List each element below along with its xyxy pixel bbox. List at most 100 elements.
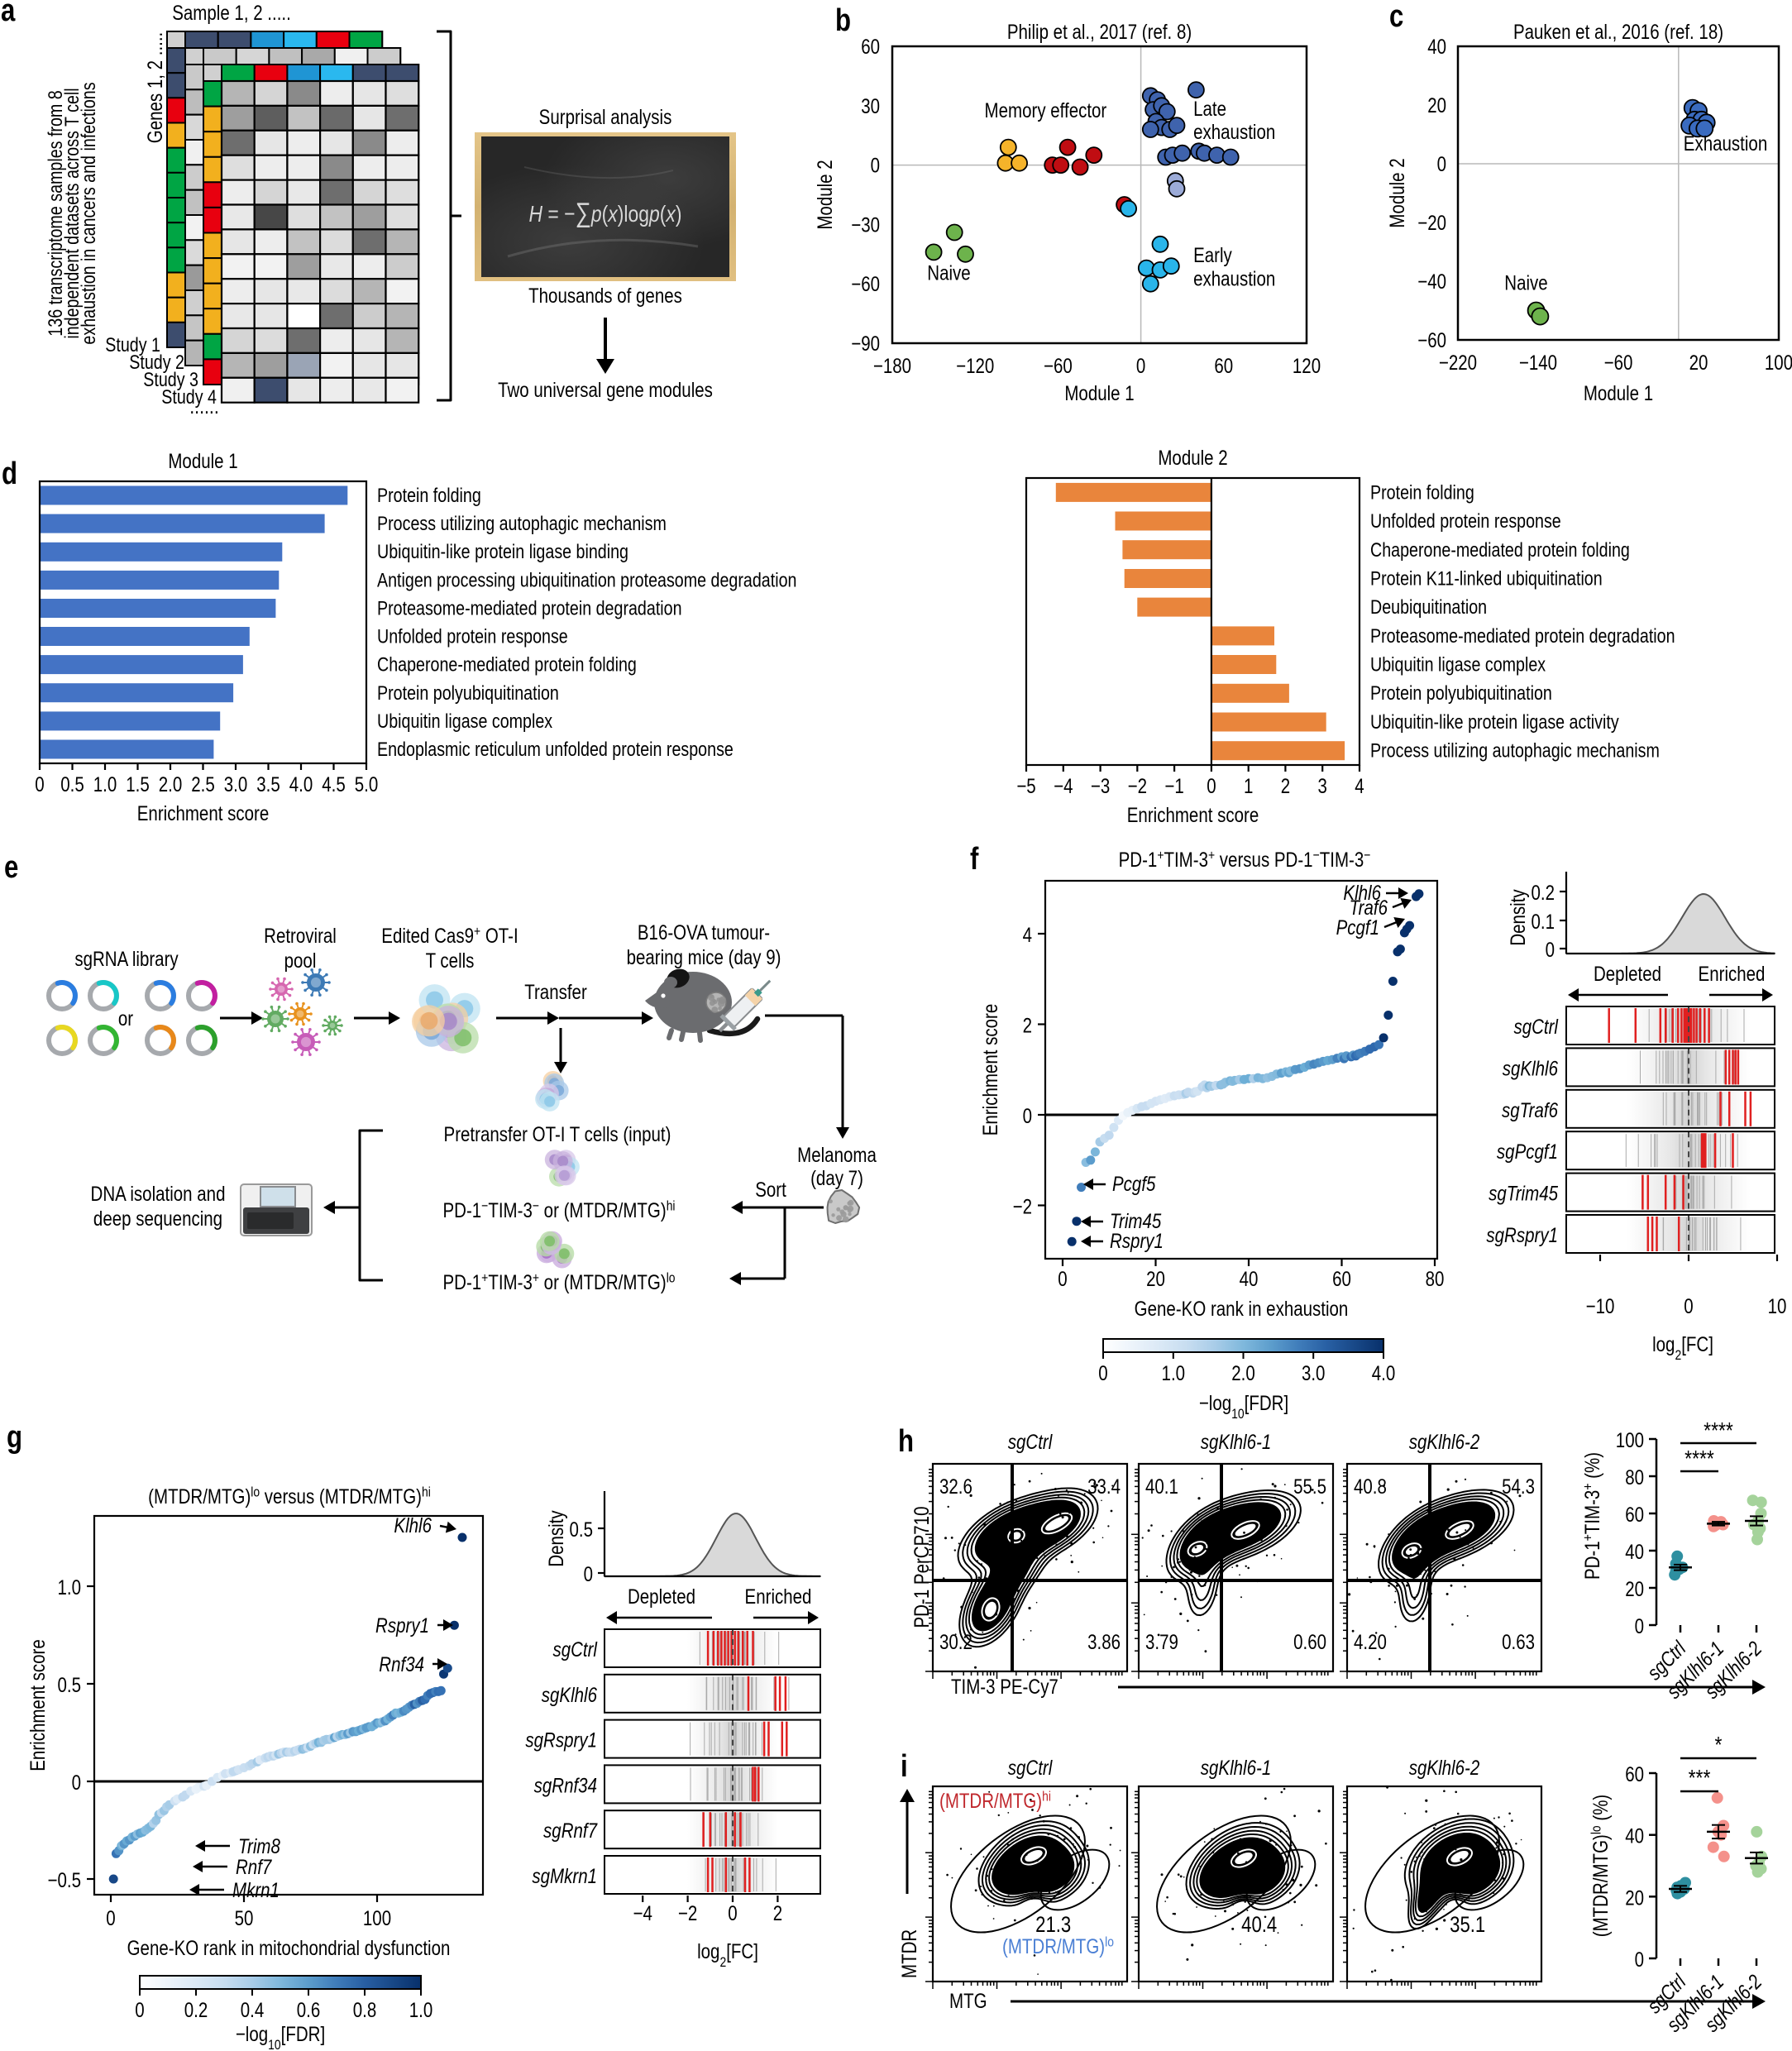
svg-text:20: 20 [1689,351,1708,374]
svg-text:****: **** [1684,1446,1714,1472]
svg-text:Study 1: Study 1 [105,333,160,356]
svg-text:0.4: 0.4 [241,1998,265,2021]
svg-text:−220: −220 [1439,351,1477,374]
svg-text:Study 3: Study 3 [143,368,198,390]
svg-text:30: 30 [861,94,880,117]
svg-text:0: 0 [728,1901,737,1924]
svg-text:−0.5: −0.5 [48,1868,81,1891]
svg-text:−40: −40 [1417,270,1446,293]
svg-text:pool: pool [284,949,317,972]
svg-text:−10: −10 [1586,1294,1615,1317]
svg-text:(day 7): (day 7) [810,1166,863,1189]
svg-text:sgKlhl6: sgKlhl6 [1503,1056,1558,1079]
svg-text:Ubiquitin-like protein ligase: Ubiquitin-like protein ligase activity [1370,710,1619,733]
svg-text:Memory effector: Memory effector [985,98,1107,122]
svg-text:−60: −60 [1417,328,1446,351]
svg-text:Late: Late [1193,97,1226,120]
svg-text:4.20: 4.20 [1354,1630,1387,1653]
svg-text:Enriched: Enriched [1699,962,1766,985]
svg-text:Edited Cas9+ OT-I: Edited Cas9+ OT-I [381,923,518,947]
svg-text:Proteasome-mediated protein de: Proteasome-mediated protein degradation [377,597,682,619]
svg-text:sgTrim45: sgTrim45 [1489,1182,1558,1205]
svg-text:3: 3 [1317,774,1326,797]
svg-text:0: 0 [135,1998,144,2021]
svg-text:3.0: 3.0 [224,772,247,796]
svg-text:1: 1 [1244,774,1253,797]
svg-text:Traf6: Traf6 [1350,896,1388,919]
svg-text:Unfolded protein response: Unfolded protein response [1370,509,1561,532]
svg-text:exhaustion: exhaustion [1193,120,1275,143]
svg-text:80: 80 [1625,1465,1644,1489]
svg-text:Trim45: Trim45 [1110,1209,1162,1232]
svg-text:Antigen processing ubiquitinat: Antigen processing ubiquitination protea… [377,569,796,591]
svg-text:PD-1 PerCP710: PD-1 PerCP710 [910,1507,933,1628]
svg-text:2: 2 [773,1901,782,1924]
svg-text:sgRnf34: sgRnf34 [534,1773,597,1796]
svg-text:0.2: 0.2 [1532,881,1555,904]
svg-text:f: f [970,842,979,877]
svg-text:−5: −5 [1016,774,1035,797]
svg-text:0: 0 [1635,1614,1644,1637]
svg-text:−1: −1 [1164,774,1183,797]
svg-text:0: 0 [1635,1948,1644,1971]
svg-text:0: 0 [35,772,44,796]
svg-text:0: 0 [106,1906,115,1929]
svg-text:Module 2: Module 2 [1158,446,1227,469]
svg-text:deep sequencing: deep sequencing [93,1207,222,1230]
svg-text:PD-1−TIM-3− or (MTDR/MTG)hi: PD-1−TIM-3− or (MTDR/MTG)hi [442,1198,675,1222]
svg-text:Enrichment score: Enrichment score [1127,803,1259,826]
svg-text:3.0: 3.0 [1302,1361,1325,1384]
svg-text:2: 2 [1281,774,1290,797]
svg-text:exhaustion in cancers and infe: exhaustion in cancers and infections [77,82,99,344]
svg-text:Rnf7: Rnf7 [236,1855,272,1878]
svg-text:Endoplasmic reticulum unfolded: Endoplasmic reticulum unfolded protein r… [377,738,734,760]
svg-text:Density: Density [1506,889,1529,946]
svg-text:Module 1: Module 1 [168,449,237,472]
svg-text:20: 20 [1146,1267,1165,1290]
svg-text:Enrichment score: Enrichment score [26,1639,49,1771]
svg-text:0: 0 [1437,152,1446,175]
svg-text:2: 2 [1023,1014,1032,1037]
svg-text:Density: Density [544,1510,567,1567]
svg-text:sgRNA library: sgRNA library [74,947,179,970]
svg-text:−4: −4 [1054,774,1073,797]
svg-text:Chaperone-mediated protein fol: Chaperone-mediated protein folding [377,653,637,676]
svg-text:Module 2: Module 2 [1385,158,1408,227]
svg-text:Melanoma: Melanoma [797,1143,877,1166]
svg-text:−60: −60 [851,272,880,295]
svg-text:2.0: 2.0 [159,772,182,796]
svg-text:40: 40 [1625,1824,1644,1848]
svg-text:4: 4 [1355,774,1364,797]
svg-text:sgKlhl6-1: sgKlhl6-1 [1201,1756,1271,1779]
svg-text:exhaustion: exhaustion [1193,267,1275,290]
svg-text:0.63: 0.63 [1502,1630,1535,1653]
svg-text:PD-1+TIM-3+ (%): PD-1+TIM-3+ (%) [1579,1452,1603,1580]
svg-text:60: 60 [1214,354,1233,377]
svg-text:bearing mice (day 9): bearing mice (day 9) [627,945,781,968]
svg-text:60: 60 [1625,1762,1644,1786]
svg-text:(MTDR/MTG)hi: (MTDR/MTG)hi [939,1788,1051,1812]
svg-text:Rnf34: Rnf34 [379,1652,424,1676]
svg-text:(MTDR/MTG)lo (%): (MTDR/MTG)lo (%) [1588,1795,1612,1938]
svg-text:0.1: 0.1 [1532,910,1555,933]
svg-text:136 transcriptome samples from: 136 transcriptome samples from 8 [44,90,66,336]
svg-text:0: 0 [1684,1294,1693,1317]
svg-text:40: 40 [1625,1540,1644,1563]
svg-text:−20: −20 [1417,211,1446,234]
svg-text:B16-OVA tumour-: B16-OVA tumour- [638,920,770,944]
svg-text:Trim8: Trim8 [238,1834,280,1857]
svg-text:0: 0 [1098,1361,1107,1384]
svg-text:80: 80 [1426,1267,1445,1290]
svg-text:30.2: 30.2 [939,1630,972,1653]
svg-text:sgKlhl6-2: sgKlhl6-2 [1409,1756,1480,1779]
svg-text:2.0: 2.0 [1231,1361,1254,1384]
svg-text:0.5: 0.5 [58,1673,81,1696]
svg-text:0: 0 [871,154,880,177]
svg-text:3.86: 3.86 [1087,1630,1121,1653]
svg-text:0.5: 0.5 [570,1518,593,1541]
svg-text:sgTraf6: sgTraf6 [1502,1098,1558,1121]
svg-text:Depleted: Depleted [628,1585,695,1608]
svg-text:4: 4 [1023,923,1033,946]
svg-text:g: g [7,1420,22,1455]
svg-text:Gene-KO rank in exhaustion: Gene-KO rank in exhaustion [1135,1297,1349,1320]
